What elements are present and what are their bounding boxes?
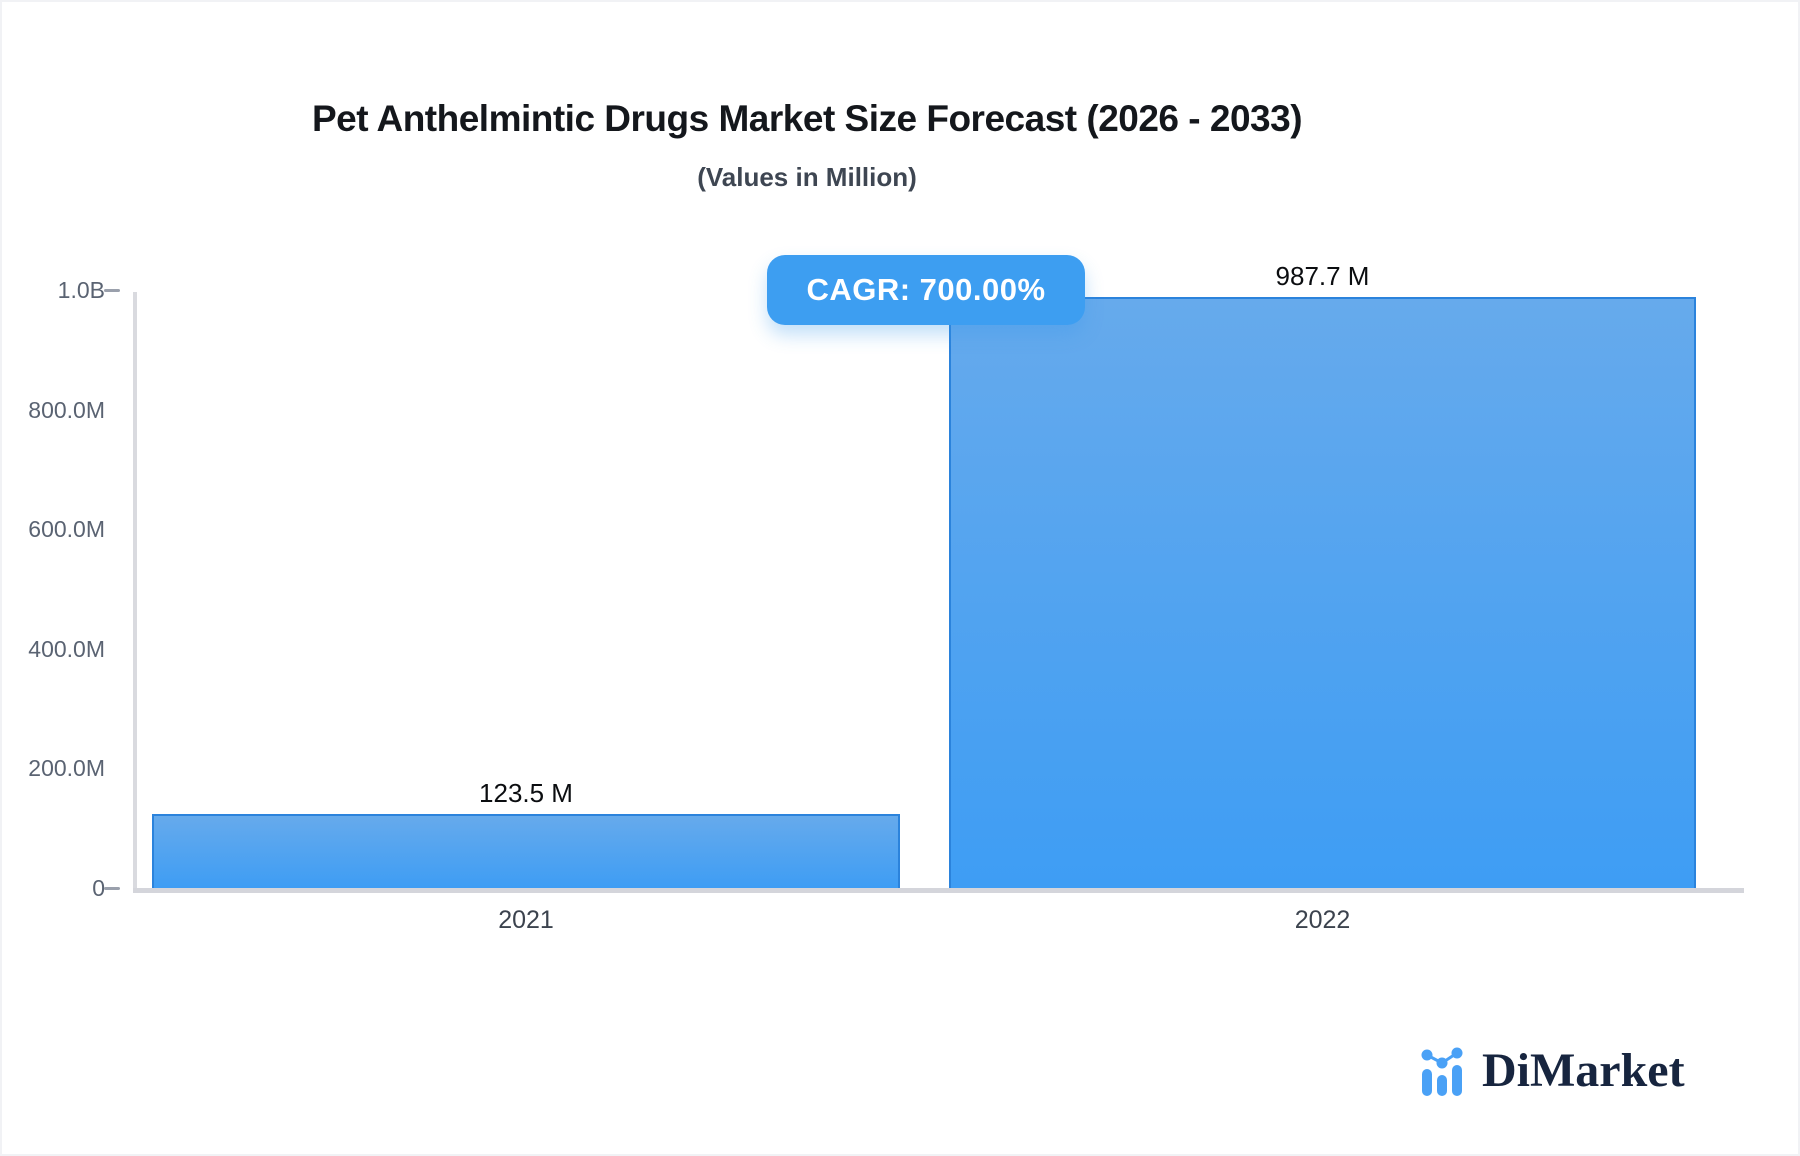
x-axis-line xyxy=(133,888,1744,893)
y-axis-tick-label: 200.0M xyxy=(28,755,105,782)
title-block: Pet Anthelmintic Drugs Market Size Forec… xyxy=(2,98,1612,193)
y-axis-tick-label: 0 xyxy=(92,875,105,901)
y-axis-tick-mark xyxy=(104,288,120,292)
bar-2021[interactable] xyxy=(152,814,900,888)
y-axis-tick-mark xyxy=(104,886,120,890)
x-axis-category-label: 2022 xyxy=(1294,906,1351,934)
x-axis-category-label: 2021 xyxy=(498,906,554,934)
cagr-badge-label: CAGR: 700.00% xyxy=(806,272,1046,307)
y-axis-tick-label: 800.0M xyxy=(28,396,105,423)
brand-name: DiMarket xyxy=(1482,1044,1685,1097)
bar-2022[interactable] xyxy=(949,297,1696,888)
y-axis-tick-label: 400.0M xyxy=(28,635,105,662)
brand-logo[interactable]: DiMarket xyxy=(1410,1042,1685,1100)
chart-title: Pet Anthelmintic Drugs Market Size Forec… xyxy=(311,98,1303,139)
bar-value-label: 123.5 M xyxy=(479,778,573,809)
bar-line-chart-icon xyxy=(1421,1047,1463,1096)
cagr-badge: CAGR: 700.00% xyxy=(767,255,1085,325)
bar-value-label: 987.7 M xyxy=(1275,261,1370,292)
y-axis-line xyxy=(133,292,137,891)
y-axis-tick-label: 1.0B xyxy=(57,277,105,303)
y-axis-tick-label: 600.0M xyxy=(28,516,105,543)
chart-subtitle: (Values in Million) xyxy=(697,162,917,192)
